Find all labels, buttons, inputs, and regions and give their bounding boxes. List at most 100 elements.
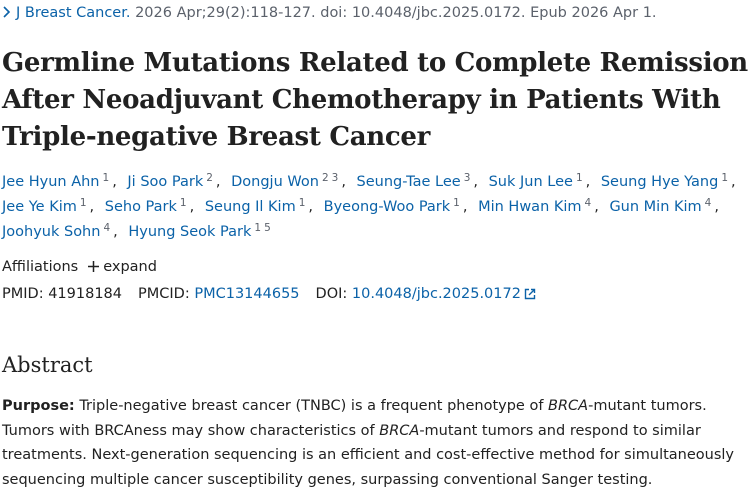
author-name[interactable]: Seung Il Kim	[204, 199, 296, 215]
author-separator: ,	[113, 224, 118, 240]
affiliations-label: Affiliations	[2, 259, 79, 275]
author-name[interactable]: Gun Min Kim	[609, 199, 702, 215]
author: Gun Min Kim 4,	[609, 197, 719, 215]
affiliation-ref[interactable]: 5	[264, 222, 271, 234]
author-name[interactable]: Jee Hyun Ahn	[2, 174, 100, 190]
affiliation-ref[interactable]: 4	[704, 197, 712, 209]
author: Byeong-Woo Park 1,	[323, 197, 468, 215]
identifier: PMCID: PMC13144655	[138, 286, 300, 302]
citation: J Breast Cancer. 2026 Apr;29(2):118-127.…	[2, 3, 748, 23]
author-separator: ,	[215, 174, 221, 190]
affiliation-ref[interactable]: 1	[254, 222, 262, 234]
journal-link[interactable]: J Breast Cancer.	[16, 5, 131, 21]
plus-icon	[88, 261, 100, 272]
affiliation-refs: 4	[705, 197, 715, 209]
affiliation-ref[interactable]: 2	[321, 172, 329, 184]
affiliation-refs: 1	[80, 197, 90, 209]
author-separator: ,	[462, 199, 468, 215]
identifier-link[interactable]: PMC13144655	[194, 286, 300, 302]
abstract-segment: BRCA	[379, 422, 420, 439]
expand-label: expand	[103, 259, 157, 275]
author-separator: ,	[89, 199, 95, 215]
author-name[interactable]: Byeong-Woo Park	[323, 199, 451, 215]
affiliation-refs: 1	[180, 197, 190, 209]
author-separator: ,	[594, 199, 599, 215]
affiliation-refs: 1	[721, 172, 731, 184]
author: Jee Hyun Ahn 1,	[2, 172, 117, 190]
author: Seung Hye Yang 1,	[600, 172, 736, 190]
identifiers: PMID: 41918184 PMCID: PMC13144655 DOI: 10.…	[2, 281, 748, 307]
author-name[interactable]: Hyung Seok Park	[128, 224, 252, 240]
author-separator: ,	[714, 199, 719, 215]
author-name[interactable]: Jee Ye Kim	[2, 199, 77, 215]
article: J Breast Cancer. 2026 Apr;29(2):118-127.…	[0, 3, 750, 492]
identifier-link[interactable]: 10.4048/jbc.2025.0172	[351, 286, 521, 302]
identifier-label: PMCID:	[138, 286, 190, 302]
author-list: Jee Hyun Ahn 1, Ji Soo Park 2, Dongju Won 2…	[2, 170, 748, 245]
author-name[interactable]: Ji Soo Park	[127, 174, 204, 190]
affiliation-ref[interactable]: 2	[206, 172, 213, 184]
author: Ji Soo Park 2,	[127, 172, 221, 190]
citation-details: 2026 Apr;29(2):118-127. doi: 10.4048/jbc…	[135, 5, 657, 21]
external-link-icon	[524, 288, 536, 300]
affiliation-refs: 1	[576, 172, 586, 184]
author: Joohyuk Sohn 4,	[2, 222, 118, 240]
affiliation-ref[interactable]: 1	[298, 197, 306, 209]
affiliation-refs: 1	[103, 172, 113, 184]
author-separator: ,	[731, 174, 736, 190]
author-name[interactable]: Seung Hye Yang	[600, 174, 719, 190]
author: Seho Park 1,	[104, 197, 195, 215]
affiliation-ref[interactable]: 1	[453, 197, 460, 209]
affiliation-refs: 1	[299, 197, 309, 209]
affiliation-ref[interactable]: 3	[331, 172, 339, 184]
author: Jee Ye Kim 1,	[2, 197, 95, 215]
abstract-segment: -mutant tumors. Tumors with BRCAness may…	[2, 398, 707, 439]
author-name[interactable]: Dongju Won	[231, 174, 319, 190]
identifier-value: 41918184	[48, 286, 123, 302]
chevron-icon	[3, 6, 11, 18]
affiliation-refs: 2	[206, 172, 216, 184]
affiliation-refs: 4	[585, 197, 595, 209]
affiliation-refs: 4	[103, 222, 113, 234]
affiliation-ref[interactable]: 1	[179, 197, 187, 209]
author-separator: ,	[308, 199, 314, 215]
identifier-label: PMID:	[2, 286, 44, 302]
affiliation-ref[interactable]: 3	[463, 172, 471, 184]
author: Dongju Won 2 3,	[231, 172, 346, 190]
body: J Breast Cancer. 2026 Apr;29(2):118-127.…	[0, 3, 750, 503]
expand-button[interactable]: expand	[78, 259, 157, 275]
abstract-text: Purpose: Triple-negative breast cancer (…	[2, 394, 748, 492]
author: Min Hwan Kim 4,	[478, 197, 599, 215]
author: Hyung Seok Park 1 5	[128, 222, 273, 240]
author: Seung Il Kim 1,	[204, 197, 314, 215]
author-name[interactable]: Min Hwan Kim	[478, 199, 582, 215]
affiliation-ref[interactable]: 1	[721, 172, 729, 184]
abstract-segment: BRCA	[548, 398, 589, 414]
author-name[interactable]: Seung-Tae Lee	[356, 174, 461, 190]
author-separator: ,	[585, 174, 591, 190]
identifier: DOI: 10.4048/jbc.2025.0172	[316, 286, 536, 302]
affiliation-ref[interactable]: 1	[79, 197, 87, 209]
author-separator: ,	[473, 174, 478, 190]
affiliation-ref[interactable]: 1	[575, 172, 583, 184]
author-name[interactable]: Seho Park	[104, 199, 177, 215]
author-separator: ,	[112, 174, 117, 190]
affiliation-ref[interactable]: 4	[103, 222, 111, 234]
author: Seung-Tae Lee 3,	[356, 172, 478, 190]
identifier: PMID: 41918184	[2, 286, 122, 302]
author-name[interactable]: Suk Jun Lee	[488, 174, 573, 190]
identifier-label: DOI:	[315, 286, 348, 302]
affiliation-ref[interactable]: 1	[102, 172, 110, 184]
author-name[interactable]: Joohyuk Sohn	[2, 224, 101, 240]
author-separator: ,	[341, 174, 346, 190]
article-title: Germline Mutations Related to Complete R…	[2, 48, 748, 152]
abstract-label: Purpose:	[2, 398, 75, 414]
abstract-segment: -mutant tumors and respond to similar tr…	[2, 422, 735, 488]
affiliations: Affiliations expand	[2, 255, 748, 279]
author-separator: ,	[189, 199, 195, 215]
affiliation-ref[interactable]: 4	[584, 197, 592, 209]
author: Suk Jun Lee 1,	[488, 172, 591, 190]
abstract-segment: Triple-negative breast cancer (TNBC) is …	[79, 398, 549, 414]
